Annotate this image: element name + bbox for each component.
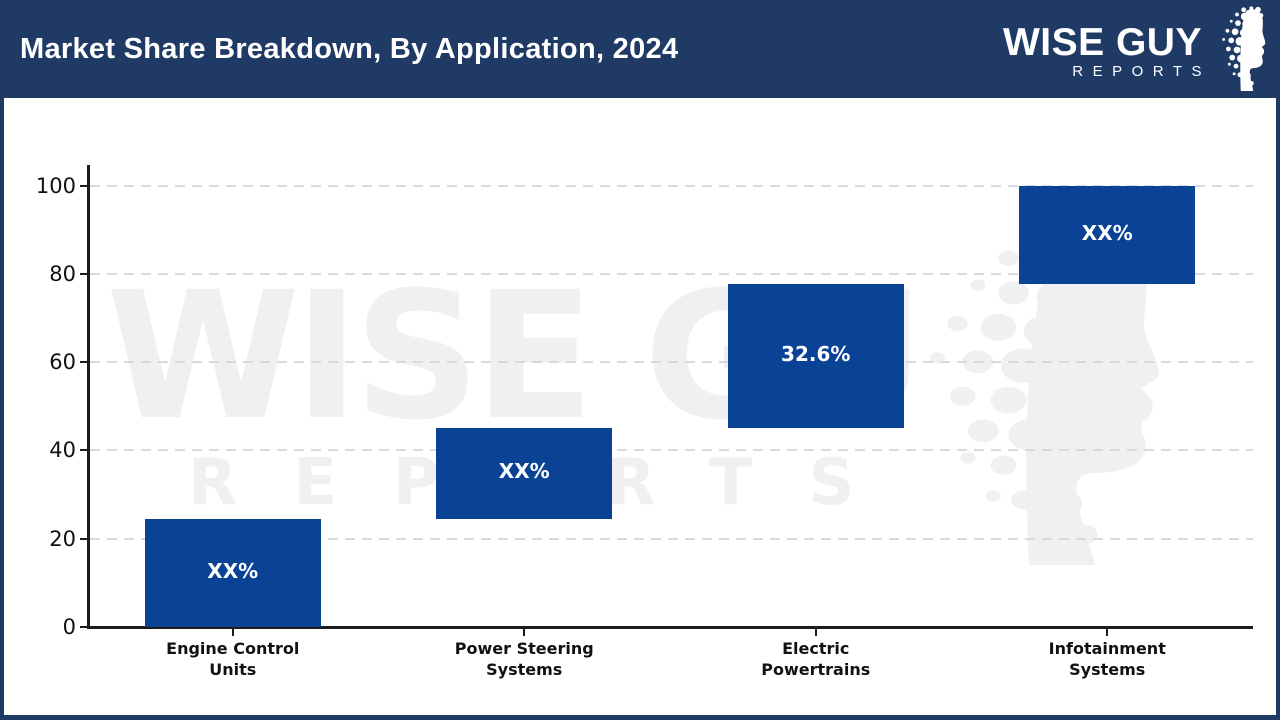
y-tick-100 (80, 184, 87, 187)
logo-head-icon (1222, 6, 1266, 91)
x-axis-line (87, 626, 1253, 629)
gridline-40 (90, 449, 1253, 452)
frame-right-border (1276, 98, 1280, 720)
logo-text: WISE GUY REPORTS (1002, 21, 1202, 80)
category-label-line: Units (209, 660, 257, 679)
y-tick-80 (80, 272, 87, 275)
bar-Infotainment Systems (1019, 185, 1196, 284)
y-tick-label-0: 0 (62, 615, 76, 639)
footer-bar (0, 715, 1280, 720)
category-label-line: Power Steering (454, 639, 594, 658)
y-tick-label-40: 40 (49, 438, 76, 463)
bar-value-label: XX% (498, 459, 550, 484)
y-tick-20 (80, 537, 87, 540)
category-label-line: Infotainment (1048, 639, 1166, 658)
bar-value-label: XX% (1081, 220, 1133, 245)
y-tick-40 (80, 449, 87, 452)
category-label: Infotainment Systems (997, 638, 1217, 680)
header-banner: Market Share Breakdown, By Application, … (0, 0, 1280, 98)
bar-value-label: 32.6% (781, 341, 851, 366)
bar-Engine Control Units (144, 518, 321, 627)
category-label-line: Powertrains (761, 660, 871, 679)
y-tick-0 (80, 626, 87, 628)
gridline-80 (90, 272, 1253, 275)
y-tick-label-100: 100 (35, 173, 76, 198)
category-label-line: Systems (1069, 660, 1146, 679)
x-tick-2 (814, 629, 817, 636)
category-label: Electric Powertrains (706, 638, 926, 680)
y-tick-label-80: 80 (49, 261, 76, 286)
y-tick-label-60: 60 (49, 350, 76, 375)
category-label: Engine Control Units (123, 638, 343, 680)
category-label-line: Systems (486, 660, 563, 679)
category-label: Power Steering Systems (414, 638, 634, 680)
x-tick-1 (523, 629, 526, 636)
y-axis-line (87, 165, 90, 629)
page-title: Market Share Breakdown, By Application, … (20, 33, 679, 65)
bar-Power Steering Systems (436, 427, 613, 519)
gridline-20 (90, 537, 1253, 540)
y-tick-label-20: 20 (49, 526, 76, 551)
category-label-line: Electric (782, 639, 850, 658)
x-tick-3 (1106, 629, 1109, 636)
category-label-line: Engine Control (166, 639, 300, 658)
y-tick-60 (80, 361, 87, 364)
x-tick-0 (231, 629, 234, 636)
logo-wordmark: WISE GUY (1002, 21, 1202, 64)
logo-reports-text: REPORTS (1072, 63, 1211, 80)
bar-value-label: XX% (207, 558, 259, 583)
gridline-100 (90, 184, 1253, 187)
gridline-60 (90, 361, 1253, 364)
frame-left-border (0, 98, 4, 720)
bar-Electric Powertrains (727, 283, 904, 428)
